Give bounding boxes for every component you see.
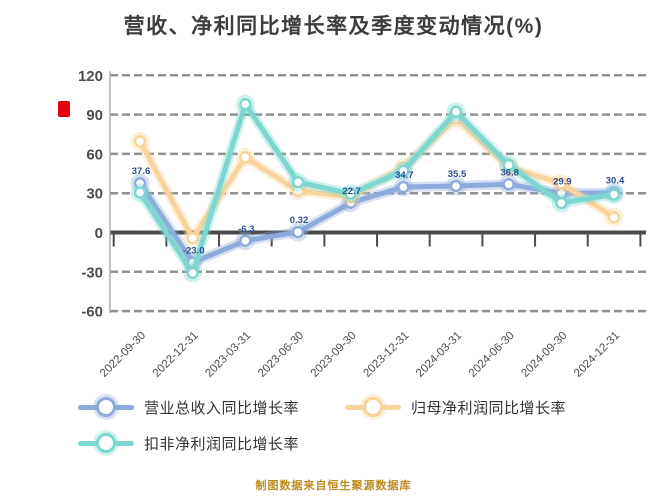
- legend-marker-net-profit-icon: [345, 396, 402, 418]
- data-point-label: -23.0: [183, 246, 205, 257]
- data-point-ring: [235, 94, 255, 114]
- data-point-label: -6.3: [238, 224, 254, 235]
- data-point-marker[interactable]: [186, 266, 199, 280]
- data-point-label: 22.7: [342, 186, 361, 197]
- series-line: [137, 101, 617, 276]
- legend-label: 营业总收入同比增长率: [144, 399, 300, 417]
- data-point-label: 37.6: [132, 166, 151, 177]
- x-axis-label: 2024-03-31: [414, 330, 464, 380]
- data-source-caption: 制图数据来自恒生聚源数据库: [255, 480, 412, 492]
- x-axis-label: 2023-03-31: [203, 330, 253, 380]
- data-point-ring: [393, 177, 413, 197]
- legend-item-net-profit-yoy[interactable]: 归母净利润同比增长率: [345, 396, 566, 418]
- data-point-marker[interactable]: [607, 211, 621, 224]
- x-axis-label: 2023-06-30: [256, 330, 306, 380]
- y-axis-label: 0: [95, 225, 103, 242]
- data-point-marker[interactable]: [555, 177, 568, 190]
- data-point-ring: [288, 222, 308, 242]
- data-point-marker[interactable]: [239, 151, 252, 164]
- data-point-ring: [393, 161, 413, 181]
- data-point-ring: [551, 193, 571, 213]
- x-axis-label: 2024-06-30: [467, 330, 517, 380]
- x-axis-label: 2023-09-30: [309, 330, 359, 380]
- y-axis-label: -60: [81, 304, 103, 321]
- legend-marker-deducted-profit-icon: [78, 432, 134, 454]
- data-point-marker[interactable]: [555, 196, 568, 210]
- x-axis-label: 2024-09-30: [519, 330, 569, 380]
- data-point-marker[interactable]: [502, 158, 515, 172]
- red-badge-icon: [58, 101, 70, 117]
- legend-item-revenue-yoy[interactable]: 营业总收入同比增长率: [78, 396, 299, 418]
- x-axis-label: 2022-12-31: [151, 330, 201, 380]
- chart-legend: 营业总收入同比增长率 归母净利润同比增长率 扣非净利润同比增长率: [0, 396, 667, 454]
- data-point-ring: [341, 184, 361, 204]
- data-point-ring: [183, 263, 203, 283]
- data-point-label: 36.8: [500, 167, 519, 178]
- data-point-marker[interactable]: [133, 135, 147, 148]
- data-point-label: 35.5: [448, 169, 467, 180]
- data-point-marker[interactable]: [502, 178, 515, 191]
- data-point-ring: [130, 183, 150, 203]
- x-axis-label: 2022-09-30: [98, 330, 148, 380]
- data-point-ring: [604, 207, 624, 227]
- data-point-ring: [604, 185, 624, 205]
- chart-title: 营收、净利同比增长率及季度变动情况(%): [123, 15, 544, 38]
- x-axis-label: 2023-12-31: [361, 330, 411, 380]
- data-point-ring: [235, 231, 255, 251]
- y-axis-label: -30: [81, 264, 103, 281]
- data-point-marker[interactable]: [397, 180, 410, 194]
- legend-label: 扣非净利润同比增长率: [144, 435, 300, 453]
- x-axis-label: 2024-12-31: [572, 330, 622, 380]
- data-point-marker[interactable]: [239, 234, 252, 248]
- series-line: [137, 180, 617, 266]
- data-point-ring: [235, 147, 255, 167]
- data-point-marker[interactable]: [133, 186, 147, 199]
- data-point-marker[interactable]: [449, 179, 463, 193]
- data-point-marker[interactable]: [291, 175, 305, 189]
- y-axis-label: 30: [86, 186, 103, 203]
- data-point-ring: [446, 102, 466, 122]
- y-axis-label: 90: [86, 107, 103, 124]
- data-point-ring: [183, 228, 203, 248]
- data-point-label: 34.7: [395, 170, 414, 181]
- data-point-marker[interactable]: [344, 187, 357, 200]
- data-point-marker[interactable]: [239, 97, 252, 111]
- data-point-ring: [130, 131, 150, 151]
- data-point-marker[interactable]: [607, 188, 621, 201]
- legend-item-deducted-profit-yoy[interactable]: 扣非净利润同比增长率: [78, 432, 299, 454]
- data-point-ring: [499, 174, 519, 194]
- data-point-label: 30.4: [606, 176, 625, 187]
- y-axis-label: 120: [78, 68, 103, 85]
- data-point-ring: [446, 176, 466, 196]
- data-point-marker[interactable]: [291, 225, 305, 239]
- legend-label: 归母净利润同比增长率: [411, 399, 567, 417]
- data-point-ring: [551, 173, 571, 193]
- data-point-label: 0.32: [290, 215, 309, 226]
- data-point-marker[interactable]: [397, 164, 410, 178]
- data-point-ring: [499, 155, 519, 175]
- data-point-ring: [288, 172, 308, 192]
- data-point-label: 29.9: [553, 176, 572, 187]
- legend-marker-revenue-icon: [78, 396, 134, 418]
- data-point-marker[interactable]: [186, 232, 199, 245]
- data-point-marker[interactable]: [449, 105, 463, 118]
- y-axis-label: 60: [86, 146, 103, 163]
